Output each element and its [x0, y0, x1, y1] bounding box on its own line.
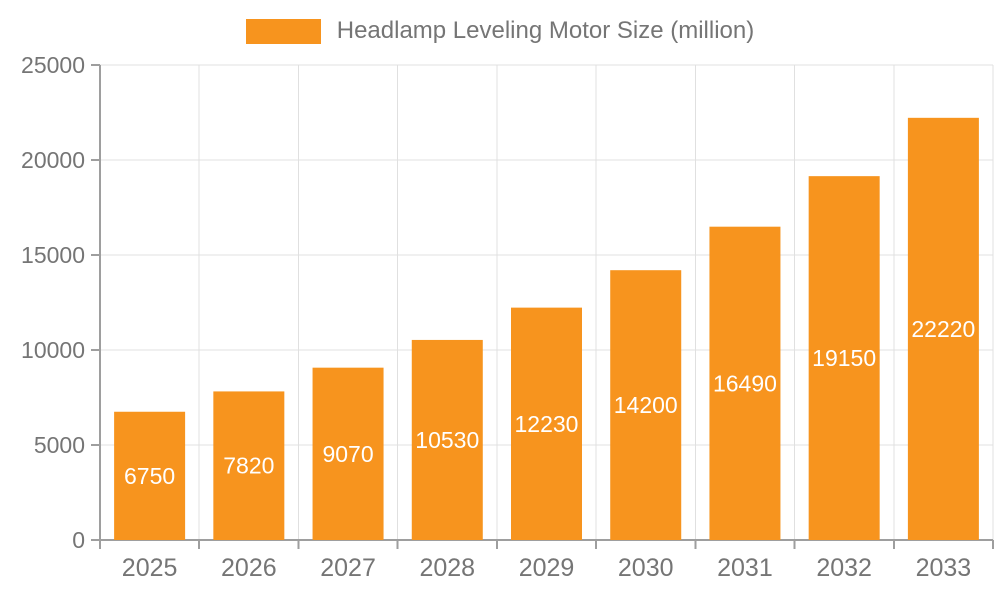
- bar[interactable]: [907, 117, 979, 540]
- bar-value-label: 7820: [223, 453, 274, 479]
- y-tick-label: 0: [72, 527, 85, 553]
- legend-label[interactable]: Headlamp Leveling Motor Size (million): [336, 17, 755, 44]
- y-tick-label: 25000: [21, 52, 85, 78]
- bar-value-label: 10530: [415, 427, 479, 453]
- bar[interactable]: [312, 367, 384, 540]
- bar-value-label: 6750: [124, 463, 175, 489]
- x-tick-label: 2028: [419, 554, 475, 582]
- chart-legend[interactable]: Headlamp Leveling Motor Size (million): [0, 14, 1000, 48]
- bar-value-label: 22220: [911, 316, 975, 342]
- legend-swatch[interactable]: [245, 18, 321, 44]
- x-tick-label: 2032: [816, 554, 872, 582]
- x-tick-label: 2031: [717, 554, 773, 582]
- bar-value-label: 12230: [515, 411, 579, 437]
- x-tick-label: 2025: [122, 554, 178, 582]
- bar-value-label: 19150: [812, 345, 876, 371]
- y-tick-label: 10000: [21, 337, 85, 363]
- y-tick-label: 20000: [21, 147, 85, 173]
- y-tick-label: 15000: [21, 242, 85, 268]
- bar-value-label: 16490: [713, 370, 777, 396]
- x-tick-label: 2026: [221, 554, 277, 582]
- x-tick-label: 2029: [519, 554, 575, 582]
- bar[interactable]: [709, 226, 781, 540]
- bar[interactable]: [610, 270, 682, 540]
- bar[interactable]: [213, 391, 285, 540]
- bar-value-label: 9070: [322, 441, 373, 467]
- bar[interactable]: [511, 307, 582, 540]
- x-tick-label: 2033: [916, 554, 972, 582]
- bar[interactable]: [808, 176, 880, 540]
- bar[interactable]: [411, 339, 483, 540]
- y-tick-label: 5000: [34, 432, 85, 458]
- bar[interactable]: [114, 411, 186, 540]
- bar-value-label: 14200: [614, 392, 678, 418]
- x-tick-label: 2027: [320, 554, 376, 582]
- x-tick-label: 2030: [618, 554, 674, 582]
